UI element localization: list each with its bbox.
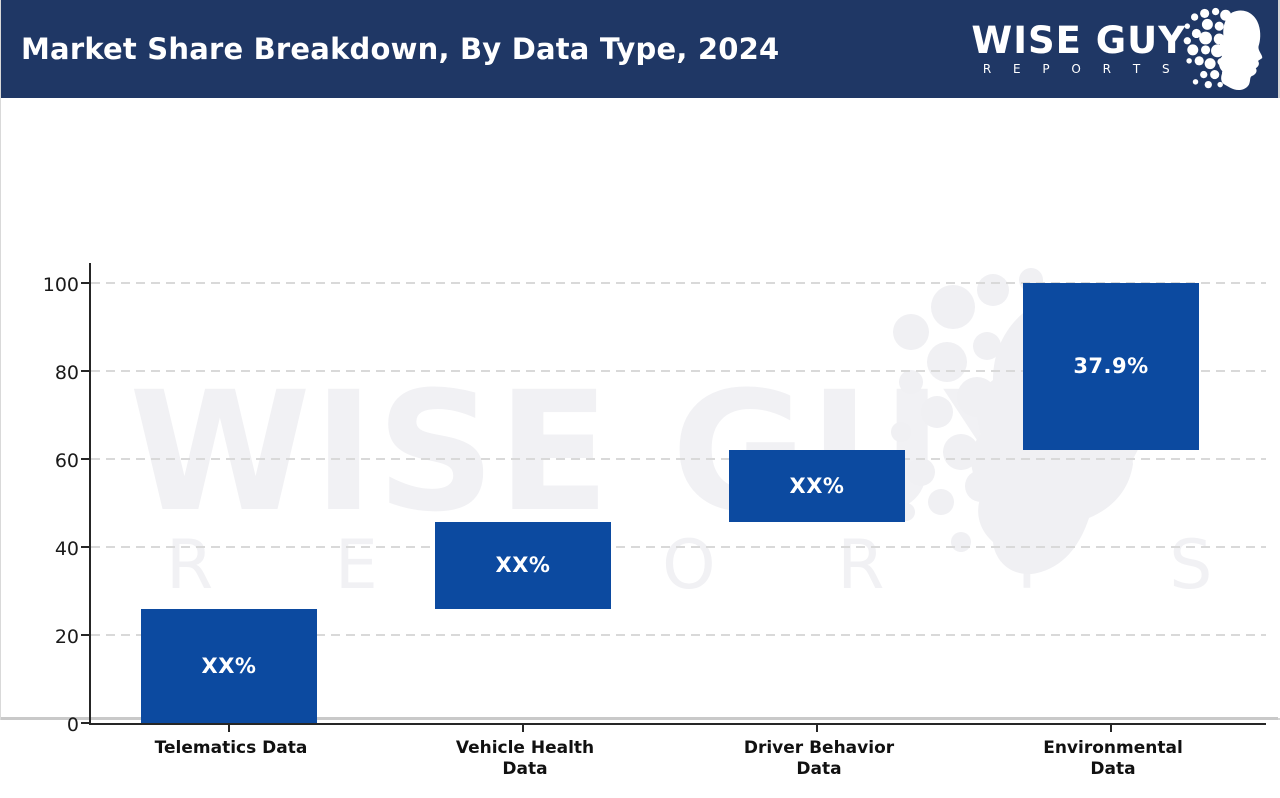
bottom-divider [1, 717, 1278, 720]
x-tick-mark [1110, 725, 1112, 732]
y-tick-label: 80 [54, 362, 79, 384]
plot-area: XX% XX% XX% 37.9% [81, 263, 1266, 732]
x-tick-mark [522, 725, 524, 732]
y-tick-mark [81, 458, 89, 460]
bar-value-label: XX% [201, 653, 257, 678]
x-axis-labels: Telematics Data Vehicle Health Data Driver… [91, 738, 1266, 798]
y-tick-label: 40 [54, 538, 79, 560]
y-tick-label: 60 [54, 450, 79, 472]
bar-2: XX% [435, 521, 611, 609]
page-title: Market Share Breakdown, By Data Type, 20… [21, 32, 780, 66]
x-tick-mark [228, 725, 230, 732]
y-tick-mark [81, 634, 89, 636]
x-category-label: Telematics Data [154, 738, 308, 758]
y-tick-label: 20 [54, 626, 79, 648]
brand-logo: WISE GUY R E P O R T S [971, 5, 1264, 93]
header-bar: Market Share Breakdown, By Data Type, 20… [1, 0, 1278, 98]
y-axis: 0 20 40 60 80 100 [1, 263, 79, 736]
bar-value-label: 37.9% [1073, 354, 1149, 379]
x-category-label: Environmental Data [1043, 738, 1183, 779]
report-figure: Market Share Breakdown, By Data Type, 20… [0, 0, 1280, 779]
y-tick-label: 100 [42, 274, 79, 296]
bar-value-label: XX% [789, 473, 845, 498]
y-gridline [91, 458, 1266, 460]
y-tick-label: 0 [66, 714, 79, 736]
chart-canvas: WISE GUY R E P O R T S 0 20 40 60 80 100 XX% X… [1, 98, 1280, 779]
brand-wordmark: WISE GUY R E P O R T S [971, 19, 1186, 77]
brand-wordmark-main: WISE GUY [971, 19, 1186, 62]
bar-value-label: XX% [495, 553, 551, 578]
brand-face-icon [1183, 7, 1263, 91]
y-gridline [91, 634, 1266, 636]
x-category-label: Driver Behavior Data [743, 738, 895, 779]
y-tick-mark [81, 546, 89, 548]
x-category-label: Vehicle Health Data [455, 738, 595, 779]
x-tick-mark [816, 725, 818, 732]
bar-1: XX% [141, 608, 317, 723]
bar-3: XX% [729, 449, 905, 522]
y-gridline [91, 546, 1266, 548]
y-tick-mark [81, 722, 89, 724]
y-tick-mark [81, 370, 89, 372]
bar-4: 37.9% [1023, 283, 1199, 450]
y-gridline [91, 370, 1266, 372]
y-tick-mark [81, 282, 89, 284]
brand-wordmark-sub: R E P O R T S [982, 62, 1179, 76]
y-gridline [91, 282, 1266, 284]
